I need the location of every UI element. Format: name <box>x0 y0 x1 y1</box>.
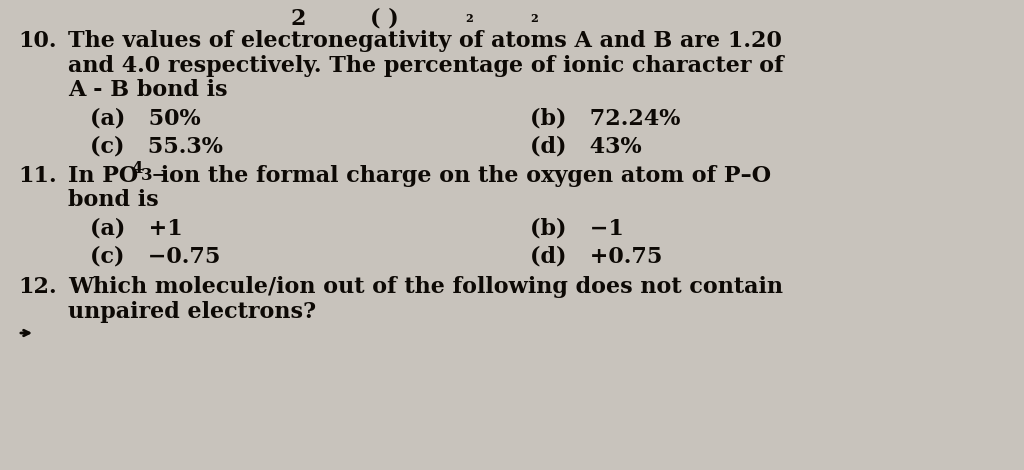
Text: unpaired electrons?: unpaired electrons? <box>68 301 316 323</box>
Text: ₂: ₂ <box>465 8 473 26</box>
Text: In PO: In PO <box>68 165 138 187</box>
Text: (b)   72.24%: (b) 72.24% <box>530 108 680 130</box>
Text: 10.: 10. <box>18 30 56 52</box>
Text: (a)   50%: (a) 50% <box>90 108 201 130</box>
Text: and 4.0 respectively. The percentage of ionic character of: and 4.0 respectively. The percentage of … <box>68 55 783 77</box>
Text: 3−: 3− <box>141 167 167 184</box>
Text: bond is: bond is <box>68 189 159 211</box>
Text: 11.: 11. <box>18 165 56 187</box>
Text: The values of electronegativity of atoms A and B are 1.20: The values of electronegativity of atoms… <box>68 30 782 52</box>
Text: (c)   55.3%: (c) 55.3% <box>90 135 223 157</box>
Text: (a)   +1: (a) +1 <box>90 218 182 240</box>
Text: 2: 2 <box>290 8 305 30</box>
Text: (c)   −0.75: (c) −0.75 <box>90 246 220 268</box>
Text: (d)   +0.75: (d) +0.75 <box>530 246 663 268</box>
Text: ( ): ( ) <box>370 8 398 30</box>
Text: 4: 4 <box>131 160 142 177</box>
Text: Which molecule/ion out of the following does not contain: Which molecule/ion out of the following … <box>68 276 783 298</box>
Text: A - B bond is: A - B bond is <box>68 79 227 101</box>
Text: ₂: ₂ <box>530 8 538 26</box>
Text: (b)   −1: (b) −1 <box>530 218 624 240</box>
Text: ion the formal charge on the oxygen atom of P–O: ion the formal charge on the oxygen atom… <box>153 165 771 187</box>
Text: (d)   43%: (d) 43% <box>530 135 642 157</box>
Text: 12.: 12. <box>18 276 56 298</box>
